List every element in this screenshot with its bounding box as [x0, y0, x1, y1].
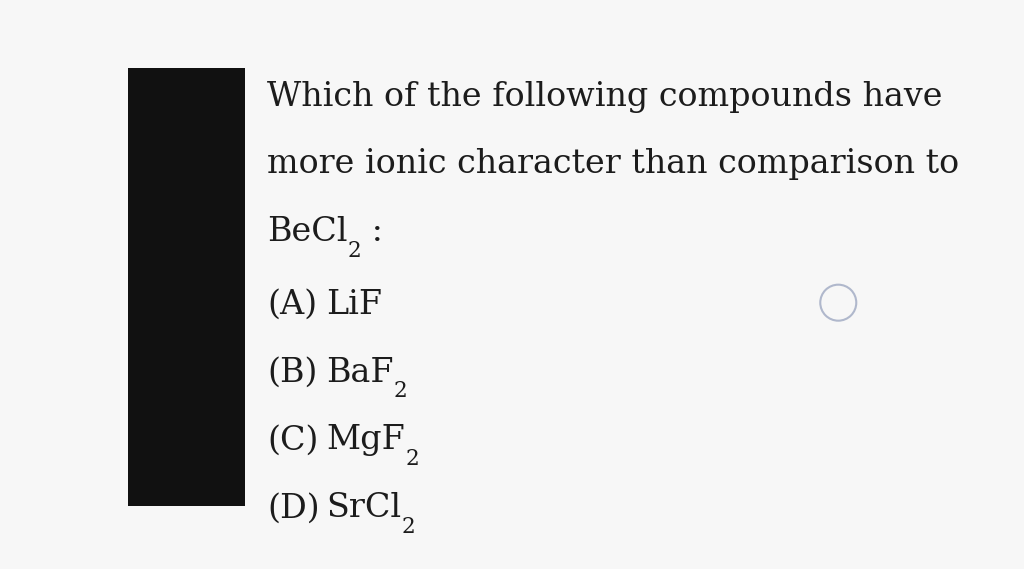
Text: 2: 2 [406, 448, 419, 470]
Text: 2: 2 [401, 516, 416, 538]
Text: more ionic character than comparison to: more ionic character than comparison to [267, 149, 959, 180]
Text: SrCl: SrCl [327, 492, 401, 525]
Text: (C): (C) [267, 424, 318, 456]
Text: MgF: MgF [327, 424, 406, 456]
Text: (D): (D) [267, 492, 319, 525]
Text: (B): (B) [267, 357, 317, 389]
Text: 2: 2 [347, 240, 361, 262]
Text: Which of the following compounds have: Which of the following compounds have [267, 81, 942, 113]
Text: 2: 2 [394, 380, 408, 402]
Text: (A): (A) [267, 288, 317, 321]
Text: BaF: BaF [327, 357, 394, 389]
Text: LiF: LiF [327, 288, 382, 321]
Text: BeCl: BeCl [267, 216, 347, 248]
Text: :: : [361, 216, 383, 248]
Bar [128, 68, 246, 506]
